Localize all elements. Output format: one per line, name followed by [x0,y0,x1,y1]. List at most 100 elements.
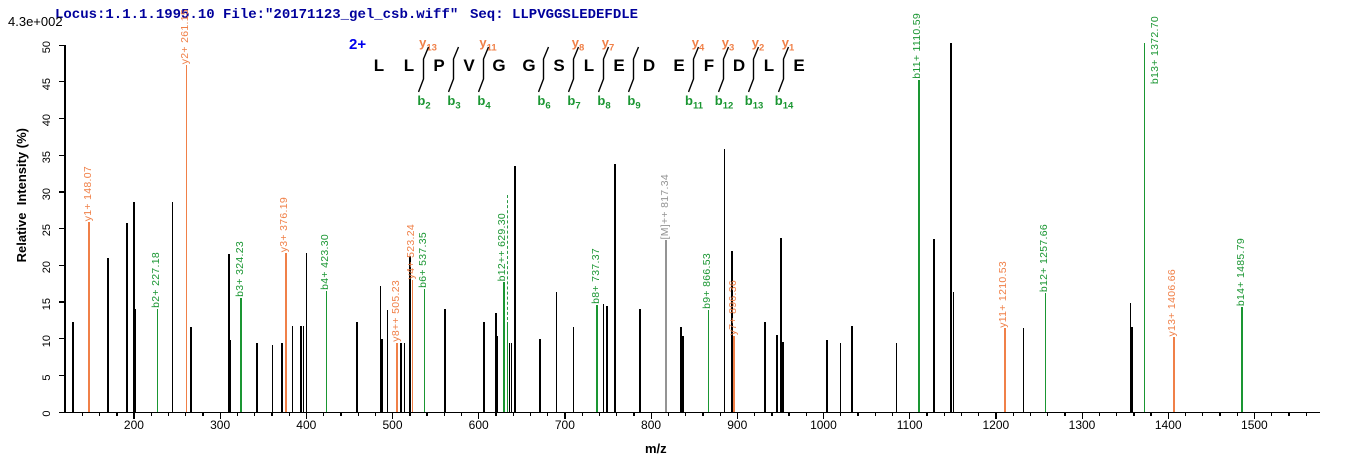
peak-label: y8++ 505.23 [389,280,402,343]
y-axis-tick [59,374,65,377]
x-axis-minor-tick [1064,412,1066,416]
peak-label: y7+ 896.36 [726,280,739,336]
x-axis-minor-tick [891,412,894,416]
peak-label: y3+ 376.19 [278,197,291,253]
x-axis-minor-tick [1012,412,1014,416]
spectrum-peak [950,42,952,412]
spectrum-peak [514,166,516,412]
spectrum-peak [1022,327,1025,412]
x-axis-minor-tick [1184,412,1187,416]
charge-state-label: 2+ [349,36,367,53]
peak-label: b14+ 1485.79 [1234,237,1247,307]
b-ion-marker-label: b2 [417,93,431,112]
spectrum-peak [400,343,402,412]
x-axis-minor-tick [495,412,497,416]
peak-label: b9+ 866.53 [700,253,713,309]
spectrum-peak [680,326,682,412]
x-axis-minor-tick [1047,412,1049,416]
x-axis-tick-label: 1000 [810,418,837,432]
residue-letter: L [403,56,415,75]
spectrum-peak [639,309,641,412]
spectrum-peak [826,340,828,412]
cleavage-marker [747,46,760,98]
spectrum-peak [496,335,499,412]
spectrum-peak [495,312,497,412]
spectrum-peak [356,321,358,412]
label-leader-line [507,195,509,321]
residue-letter: D [642,56,656,75]
y-ion-marker-label: y3 [721,35,735,54]
x-axis-minor-tick [1150,412,1152,416]
y-axis-tick [59,411,65,413]
x-axis-tick-label: 1200 [982,418,1010,432]
x-axis-minor-tick [702,412,704,416]
y-ions-peak [411,279,414,412]
precursor-peak [665,240,667,412]
x-axis-major-tick [822,412,825,419]
b-ions-peak [506,321,509,412]
x-axis-minor-tick [1133,412,1135,416]
x-axis-minor-tick [1236,412,1238,416]
residue-letter: G [492,56,506,75]
x-axis-minor-tick [150,412,152,416]
peak-label: b8+ 737.37 [589,248,602,304]
spectrum-peak [229,340,232,412]
residue-letter: P [433,56,445,75]
cleavage-marker [597,46,610,98]
residue-letter: L [763,56,775,75]
peak-label: y11+ 1210.53 [997,260,1010,328]
y-ions-peak [1004,328,1006,412]
b-ions-peak [423,288,426,412]
y-axis-tick [59,44,65,46]
spectrum-peak [731,251,733,412]
b-ions-peak [707,309,710,412]
max-intensity-label: 4.3e+002 [8,14,63,29]
residue-letter: D [732,56,746,75]
spectrum-peak [126,223,128,412]
y-axis-tick-label: 15 [41,297,53,310]
x-axis-minor-tick [978,412,980,416]
spectrum-peak [782,341,784,412]
y-axis-tick [59,191,65,193]
x-axis-tick-label: 400 [296,418,317,432]
peak-label: b11+ 1110.59 [911,13,924,80]
x-axis-minor-tick [460,412,463,416]
x-axis-minor-tick [512,412,514,416]
sequence-header-label: Seq: LLPVGGSLEDEFDLE [470,7,639,23]
b-ion-marker-label: b8 [597,93,611,112]
y-axis-tick-label: 40 [41,114,53,127]
residue-letter: G [522,56,536,75]
x-axis-minor-tick [236,412,239,416]
x-axis-tick-label: 600 [468,418,489,432]
x-axis-minor-tick [1115,412,1118,416]
y-ion-marker-label: y8 [571,35,585,54]
spectrum-peak [614,163,616,412]
peak-label: [M]++ 817.34 [658,173,671,240]
x-axis-major-tick [1253,412,1256,419]
x-axis-minor-tick [288,412,290,416]
x-axis-minor-tick [960,412,963,416]
x-axis-minor-tick [529,412,532,416]
peak-label: b2+ 227.18 [149,252,162,309]
x-axis-minor-tick [943,412,945,416]
y-axis-tick-label: 45 [41,77,53,90]
x-axis-minor-tick [1288,412,1290,416]
spectrum-peak [107,257,109,412]
x-axis-minor-tick [409,412,411,416]
spectrum-peak [271,345,274,412]
x-axis-minor-tick [1029,412,1032,416]
peak-label: y13+ 1406.66 [1166,268,1179,337]
spectrum-peak [483,321,485,412]
y-axis-tick-label: 0 [41,410,53,417]
x-axis-minor-tick [598,412,601,416]
x-axis-major-tick [564,412,566,419]
locus-file-label: Locus:1.1.1.1995.10 File:"20171123_gel_c… [55,7,459,23]
residue-letter: L [583,56,595,75]
x-axis-minor-tick [633,412,635,416]
x-axis-tick-label: 700 [554,418,575,432]
spectrum-peak [510,343,513,412]
x-axis-minor-tick [1305,412,1307,416]
peak-label: y2+ 261.15 [179,8,192,64]
y-ions-peak [1173,337,1175,412]
x-axis-minor-tick [719,412,721,416]
